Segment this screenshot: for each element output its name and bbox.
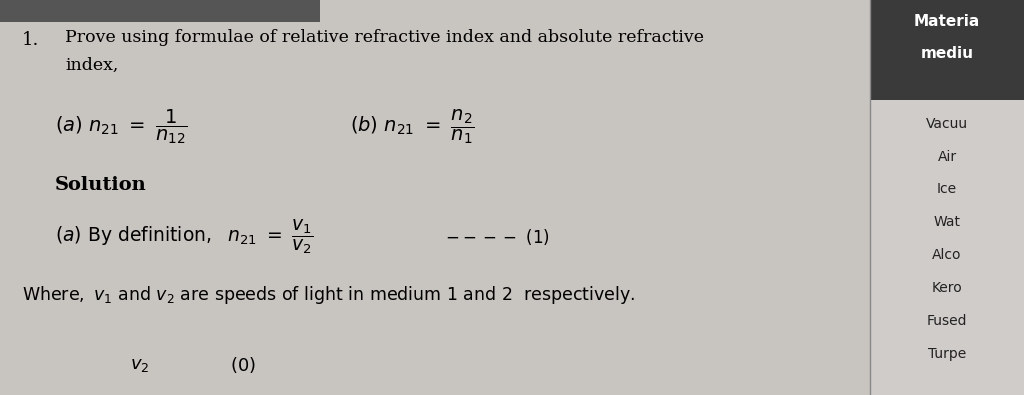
Text: $v_2$: $v_2$	[130, 356, 150, 374]
Text: Alco: Alco	[932, 248, 962, 262]
Text: Materia: Materia	[913, 14, 980, 29]
Text: Prove using formulae of relative refractive index and absolute refractive: Prove using formulae of relative refract…	[65, 28, 705, 45]
Text: $(a)\ \mathrm{By\ definition,\ }\ n_{21}\ =\ \dfrac{v_1}{v_2}$: $(a)\ \mathrm{By\ definition,\ }\ n_{21}…	[55, 218, 313, 256]
Text: Turpe: Turpe	[928, 347, 966, 361]
Text: $(b)\ n_{21}\ =\ \dfrac{n_2}{n_1}$: $(b)\ n_{21}\ =\ \dfrac{n_2}{n_1}$	[350, 108, 474, 146]
Text: Fused: Fused	[927, 314, 968, 328]
Text: Wat: Wat	[934, 215, 961, 229]
Text: Solution: Solution	[55, 176, 146, 194]
Text: mediu: mediu	[921, 46, 974, 61]
Text: Ice: Ice	[937, 182, 957, 196]
Text: Air: Air	[937, 150, 956, 164]
Text: $\mathrm{----\ (1)}$: $\mathrm{----\ (1)}$	[445, 227, 550, 247]
Text: Kero: Kero	[932, 281, 963, 295]
Text: index,: index,	[65, 56, 119, 73]
Text: $(a)\ n_{21}\ =\ \dfrac{1}{n_{12}}$: $(a)\ n_{21}\ =\ \dfrac{1}{n_{12}}$	[55, 108, 187, 146]
Text: $(0)$: $(0)$	[230, 355, 256, 375]
Text: 1.: 1.	[22, 31, 39, 49]
Text: Vacuu: Vacuu	[926, 117, 968, 131]
Text: $\mathrm{Where,\ }v_1\mathrm{\ and\ }v_2\mathrm{\ are\ speeds\ of\ light\ in\ me: $\mathrm{Where,\ }v_1\mathrm{\ and\ }v_2…	[22, 284, 635, 306]
